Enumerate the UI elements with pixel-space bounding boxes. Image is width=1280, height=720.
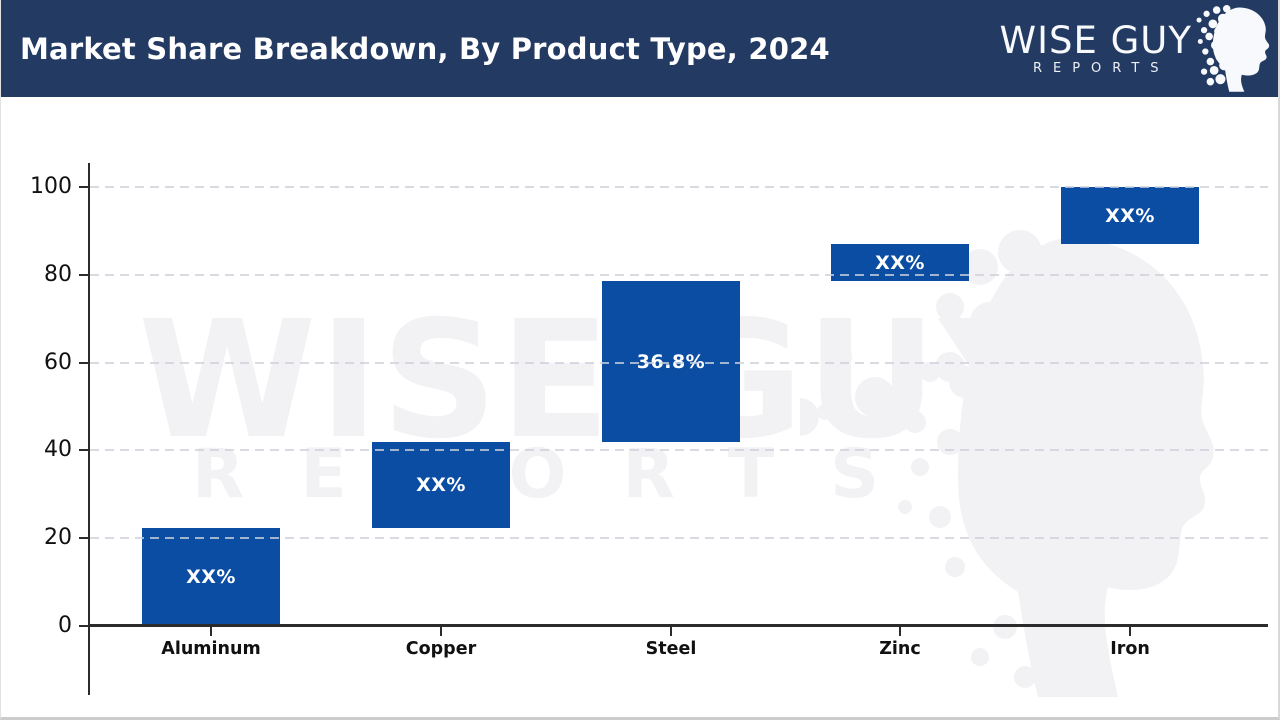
x-tick-zinc xyxy=(899,627,901,636)
x-axis-line xyxy=(88,624,1268,627)
watermark-head-graphic xyxy=(800,230,1214,697)
bar-value-label-zinc: XX% xyxy=(875,251,925,274)
x-tick-iron xyxy=(1129,627,1131,636)
dotted-head-icon xyxy=(1196,5,1270,92)
gridline-y20 xyxy=(90,537,1268,540)
y-tick-40 xyxy=(79,449,88,452)
y-tick-80 xyxy=(79,273,88,276)
gridline-y60 xyxy=(90,361,1268,364)
x-category-label-copper: Copper xyxy=(405,639,477,659)
y-tick-20 xyxy=(79,537,88,540)
gridline-y40 xyxy=(90,449,1268,452)
y-tick-label-0: 0 xyxy=(58,613,72,638)
x-category-label-zinc: Zinc xyxy=(879,639,921,659)
bar-copper: XX% xyxy=(372,442,510,528)
x-category-label-iron: Iron xyxy=(1110,639,1150,659)
y-tick-0 xyxy=(79,625,88,627)
y-axis-line xyxy=(88,163,90,695)
y-tick-label-40: 40 xyxy=(44,437,72,463)
wise-guy-reports-logo: WISE GUY REPORTS xyxy=(1000,4,1272,94)
gridline-y100 xyxy=(90,186,1268,188)
logo-text: WISE GUY REPORTS xyxy=(999,18,1192,77)
y-tick-60 xyxy=(79,361,88,364)
watermark-subtitle: REPORTS xyxy=(192,435,936,514)
y-tick-label-20: 20 xyxy=(44,525,72,551)
bar-aluminum: XX% xyxy=(142,527,280,626)
x-category-label-steel: Steel xyxy=(645,639,697,659)
x-tick-steel xyxy=(670,627,672,636)
x-tick-aluminum xyxy=(210,627,212,636)
y-tick-100 xyxy=(79,186,88,188)
bar-value-label-copper: XX% xyxy=(416,474,466,497)
logo-wordmark: WISE GUY xyxy=(999,18,1192,62)
x-category-label-aluminum: Aluminum xyxy=(161,639,261,659)
gridline-y80 xyxy=(90,273,1268,276)
y-tick-label-80: 80 xyxy=(44,261,72,287)
y-tick-label-60: 60 xyxy=(44,349,72,375)
logo-subtitle: REPORTS xyxy=(1032,61,1170,77)
chart-title: Market Share Breakdown, By Product Type,… xyxy=(20,31,830,66)
header-bar: Market Share Breakdown, By Product Type,… xyxy=(0,0,1280,97)
watermark-wordmark: WISE GUY xyxy=(138,287,1059,475)
bar-value-label-iron: XX% xyxy=(1105,204,1155,227)
chart-plot-area: WISE GUY REPORTS XX% XX% 36.8% XX% XX% 0 20 40… xyxy=(0,97,1280,717)
x-tick-copper xyxy=(440,627,442,636)
y-tick-label-100: 100 xyxy=(30,174,72,199)
bar-iron: XX% xyxy=(1061,187,1199,245)
bar-value-label-aluminum: XX% xyxy=(186,565,236,588)
